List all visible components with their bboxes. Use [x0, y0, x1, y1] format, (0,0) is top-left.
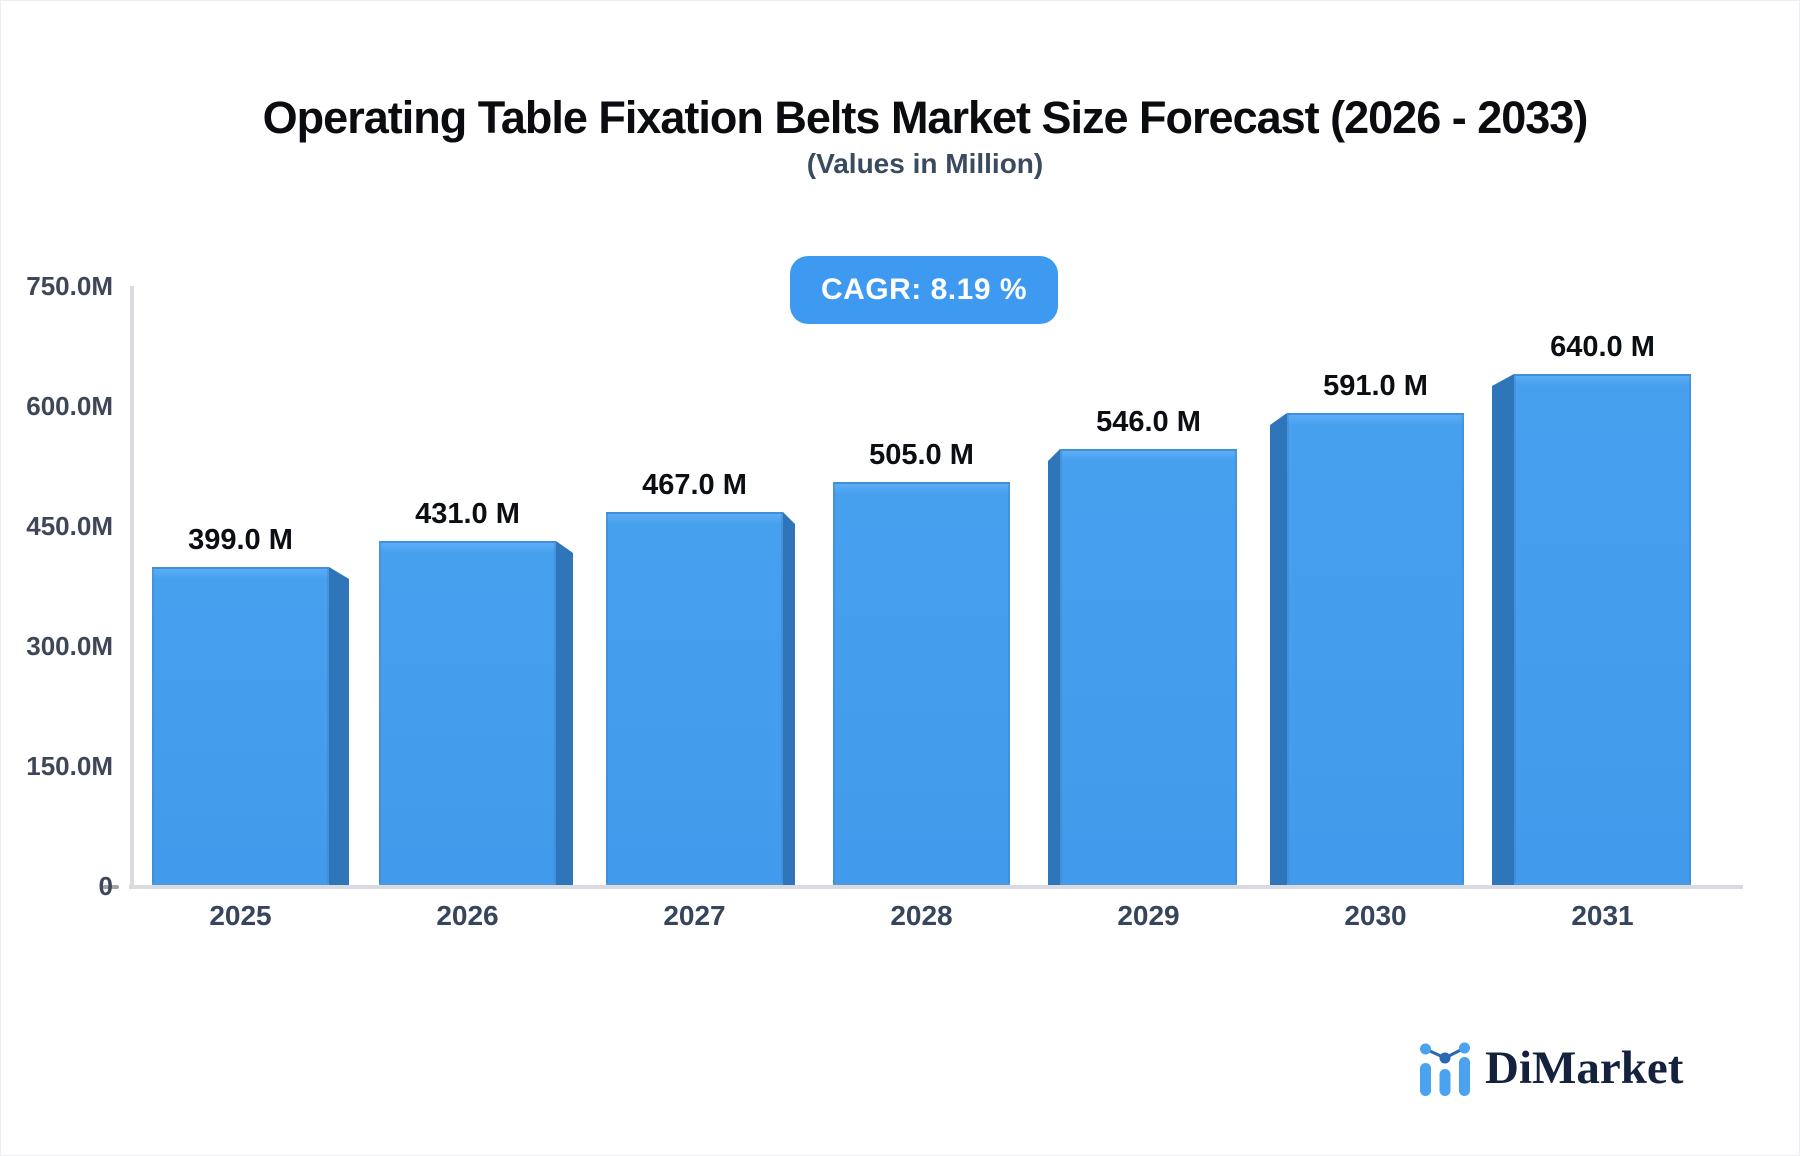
bar-value-label: 640.0 M	[1550, 331, 1655, 363]
x-axis-label: 2027	[663, 900, 726, 931]
chart-title: Operating Table Fixation Belts Market Si…	[262, 92, 1589, 143]
brand-logo: DiMarket	[1419, 1039, 1683, 1097]
bar-3d-side	[329, 567, 349, 885]
bar-2029[interactable]	[1060, 449, 1237, 885]
y-axis-line	[130, 286, 134, 886]
bar-2026[interactable]	[379, 541, 556, 885]
x-axis-label: 2026	[436, 900, 499, 931]
bar-3d-side	[783, 512, 795, 885]
x-axis-label: 2030	[1344, 900, 1407, 931]
y-axis-tick-label: 750.0M	[26, 271, 113, 301]
x-axis-label: 2031	[1571, 900, 1634, 931]
bar-2027[interactable]	[606, 512, 783, 885]
bar-value-label: 546.0 M	[1096, 406, 1201, 438]
x-axis-label: 2028	[890, 900, 953, 931]
bar-value-label: 399.0 M	[188, 524, 293, 556]
bar-3d-side	[1492, 374, 1514, 885]
bar-value-label: 467.0 M	[642, 469, 747, 501]
cagr-badge-label: CAGR: 8.19 %	[820, 273, 1028, 306]
zero-tick-mark	[103, 885, 119, 889]
bar-value-label: 431.0 M	[415, 498, 520, 530]
bar-2031[interactable]	[1514, 374, 1691, 885]
bar-2025[interactable]	[152, 567, 329, 885]
y-axis-tick-label: 150.0M	[26, 751, 113, 781]
y-axis-tick-label: 450.0M	[26, 511, 113, 541]
x-axis-label: 2025	[209, 900, 272, 931]
bar-3d-side	[556, 541, 573, 885]
x-axis-label: 2029	[1117, 900, 1180, 931]
bar-value-label: 591.0 M	[1323, 370, 1428, 402]
cagr-badge: CAGR: 8.19 %	[790, 256, 1058, 324]
bar-value-label: 505.0 M	[869, 439, 974, 471]
bar-2030[interactable]	[1287, 413, 1464, 885]
bar-line-chart-icon	[1420, 1042, 1470, 1096]
y-axis-tick-label: 600.0M	[26, 391, 113, 421]
brand-logo-text: DiMarket	[1485, 1042, 1684, 1094]
y-axis-tick-label: 0	[98, 871, 113, 901]
bar-3d-side	[1048, 449, 1060, 885]
chart-subtitle: (Values in Million)	[806, 148, 1044, 179]
y-axis-tick-label: 300.0M	[26, 631, 113, 661]
bar-2028[interactable]	[833, 482, 1010, 885]
x-axis-line	[129, 885, 1743, 889]
bar-3d-side	[1270, 413, 1287, 885]
